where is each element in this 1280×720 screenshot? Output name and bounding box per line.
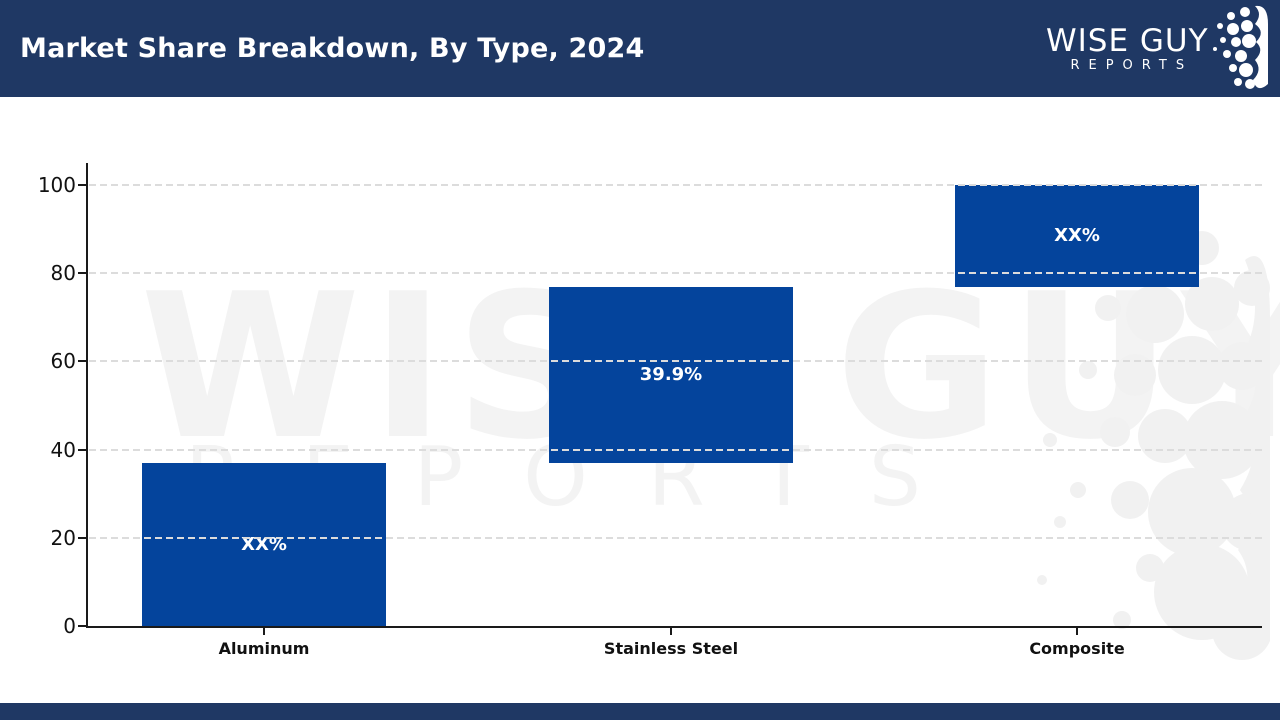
bar-stainless-steel: 39.9% — [549, 286, 793, 463]
x-category-label: Stainless Steel — [603, 639, 739, 658]
brand-logo-text: WISE GUY REPORTS — [1046, 24, 1209, 74]
header-bar: Market Share Breakdown, By Type, 2024 WI… — [0, 0, 1280, 97]
x-tick-0 — [263, 628, 265, 635]
y-tick-100 — [78, 184, 86, 187]
bar-composite: XX% — [955, 185, 1199, 287]
y-tick-60 — [78, 360, 86, 363]
brand-subtitle: REPORTS — [1070, 58, 1194, 73]
bar-value-label: 39.9% — [639, 364, 703, 386]
x-category-label: Composite — [1029, 639, 1125, 658]
gridline-60 — [89, 360, 1262, 363]
footer-bar — [0, 703, 1280, 720]
x-axis-line — [86, 626, 1262, 628]
gridline-80 — [89, 272, 1262, 275]
gridline-40 — [89, 448, 1262, 451]
y-tick-label-20: 20 — [50, 525, 76, 550]
y-tick-label-40: 40 — [50, 437, 76, 462]
brand-name: WISE GUY — [1046, 23, 1209, 59]
x-tick-1 — [670, 628, 672, 635]
bar-value-label: XX% — [241, 533, 287, 555]
y-tick-label-100: 100 — [37, 173, 76, 198]
bar-aluminum: XX% — [142, 462, 386, 626]
y-tick-20 — [78, 536, 86, 539]
x-category-label: Aluminum — [218, 639, 310, 658]
gridline-100 — [89, 184, 1262, 187]
y-tick-label-60: 60 — [50, 349, 76, 374]
watermark-dotted-head-icon — [1037, 231, 1270, 660]
y-tick-label-80: 80 — [50, 261, 76, 286]
bar-value-label: XX% — [1054, 225, 1100, 247]
x-tick-2 — [1076, 628, 1078, 635]
y-tick-0 — [78, 625, 86, 627]
y-tick-40 — [78, 448, 86, 451]
brand-dotted-head-icon — [1213, 5, 1268, 89]
y-axis-line — [86, 163, 88, 628]
gridline-20 — [89, 536, 1262, 539]
page-title: Market Share Breakdown, By Type, 2024 — [20, 33, 645, 64]
y-tick-label-0: 0 — [63, 614, 76, 638]
brand-logo: WISE GUY REPORTS — [1018, 4, 1268, 94]
y-tick-80 — [78, 272, 86, 275]
